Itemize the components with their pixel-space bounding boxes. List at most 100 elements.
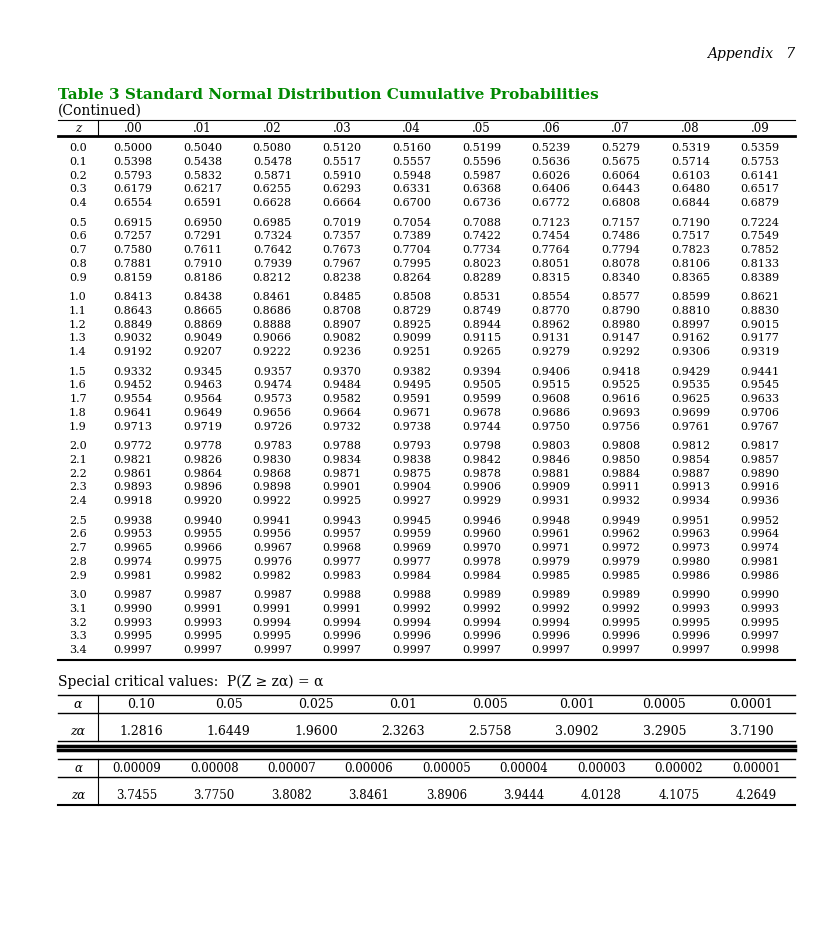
- Text: 0.9996: 0.9996: [671, 631, 710, 642]
- Text: 0.9992: 0.9992: [531, 603, 571, 614]
- Text: 0.9515: 0.9515: [531, 380, 571, 390]
- Text: 0.9854: 0.9854: [671, 455, 710, 465]
- Text: 0.8830: 0.8830: [741, 305, 780, 316]
- Text: 0.8438: 0.8438: [183, 292, 222, 302]
- Text: 0.9993: 0.9993: [183, 617, 222, 628]
- Text: 0.9949: 0.9949: [601, 516, 640, 526]
- Text: 0.8389: 0.8389: [741, 273, 780, 283]
- Text: 0.9868: 0.9868: [253, 469, 292, 478]
- Text: 0.5160: 0.5160: [392, 143, 431, 153]
- Text: 0.9997: 0.9997: [671, 645, 710, 655]
- Text: 0.9996: 0.9996: [392, 631, 431, 642]
- Text: 0.9980: 0.9980: [671, 557, 710, 567]
- Text: 0.5871: 0.5871: [253, 171, 292, 180]
- Text: 0.9981: 0.9981: [113, 571, 153, 581]
- Text: 0.6736: 0.6736: [462, 198, 501, 208]
- Text: .06: .06: [542, 121, 560, 134]
- Text: 0.8888: 0.8888: [253, 319, 292, 330]
- Text: 3.0: 3.0: [69, 590, 87, 600]
- Text: 0.9032: 0.9032: [113, 333, 153, 344]
- Text: 0.9850: 0.9850: [601, 455, 640, 465]
- Text: 0.8770: 0.8770: [532, 305, 571, 316]
- Text: .09: .09: [751, 121, 770, 134]
- Text: 0.9916: 0.9916: [741, 482, 780, 492]
- Text: 0.9997: 0.9997: [322, 645, 362, 655]
- Text: 0.9995: 0.9995: [741, 617, 780, 628]
- Text: 0.9992: 0.9992: [462, 603, 501, 614]
- Text: 0.5753: 0.5753: [741, 157, 780, 167]
- Text: 0.00002: 0.00002: [654, 761, 703, 774]
- Text: 0.9564: 0.9564: [183, 394, 222, 404]
- Text: 0.7673: 0.7673: [322, 245, 362, 255]
- Text: 0.9996: 0.9996: [531, 631, 571, 642]
- Text: 0.9953: 0.9953: [113, 530, 153, 539]
- Text: 0.5279: 0.5279: [601, 143, 640, 153]
- Text: 0.9279: 0.9279: [532, 347, 571, 357]
- Text: 3.8906: 3.8906: [426, 788, 467, 801]
- Text: 0.9970: 0.9970: [462, 543, 501, 553]
- Text: 0.9761: 0.9761: [671, 421, 710, 432]
- Text: 0.9932: 0.9932: [601, 496, 640, 506]
- Text: 0.7357: 0.7357: [322, 232, 362, 241]
- Text: 3.4: 3.4: [69, 645, 87, 655]
- Text: 0.5359: 0.5359: [741, 143, 780, 153]
- Text: 0.6664: 0.6664: [322, 198, 362, 208]
- Text: 0.9115: 0.9115: [462, 333, 501, 344]
- Text: 0.7852: 0.7852: [741, 245, 780, 255]
- Text: 0.9495: 0.9495: [392, 380, 431, 390]
- Text: 0.9463: 0.9463: [183, 380, 222, 390]
- Text: 0.9976: 0.9976: [253, 557, 292, 567]
- Text: 0.6179: 0.6179: [113, 184, 152, 194]
- Text: 0.6255: 0.6255: [253, 184, 292, 194]
- Text: 0.5832: 0.5832: [183, 171, 222, 180]
- Text: 0.7257: 0.7257: [113, 232, 152, 241]
- Text: 3.8082: 3.8082: [271, 788, 312, 801]
- Text: 0.6331: 0.6331: [392, 184, 431, 194]
- Text: 0.8980: 0.8980: [601, 319, 640, 330]
- Text: α: α: [74, 761, 82, 774]
- Text: 0.9951: 0.9951: [671, 516, 710, 526]
- Text: 0.6064: 0.6064: [601, 171, 640, 180]
- Text: 0.5438: 0.5438: [183, 157, 222, 167]
- Text: 0.5120: 0.5120: [322, 143, 362, 153]
- Text: 0.9625: 0.9625: [671, 394, 710, 404]
- Text: 0.9945: 0.9945: [392, 516, 431, 526]
- Text: 0.9525: 0.9525: [601, 380, 640, 390]
- Text: 4.1075: 4.1075: [658, 788, 700, 801]
- Text: 0.9732: 0.9732: [322, 421, 362, 432]
- Text: 0.7910: 0.7910: [183, 259, 222, 269]
- Text: 0.5199: 0.5199: [462, 143, 501, 153]
- Text: 0.9982: 0.9982: [183, 571, 222, 581]
- Text: 0.9994: 0.9994: [531, 617, 571, 628]
- Text: 0.9864: 0.9864: [183, 469, 222, 478]
- Text: 0.9788: 0.9788: [322, 441, 362, 451]
- Text: 0.5478: 0.5478: [253, 157, 292, 167]
- Text: 0.005: 0.005: [472, 698, 508, 711]
- Text: 0.9946: 0.9946: [462, 516, 501, 526]
- Text: 4.2649: 4.2649: [736, 788, 776, 801]
- Text: 0.00003: 0.00003: [577, 761, 626, 774]
- Text: 0.9913: 0.9913: [671, 482, 710, 492]
- Text: 0.9812: 0.9812: [671, 441, 710, 451]
- Text: 1.6: 1.6: [69, 380, 87, 390]
- Text: 0.9909: 0.9909: [531, 482, 571, 492]
- Text: 1.4: 1.4: [69, 347, 87, 357]
- Text: 0.9738: 0.9738: [392, 421, 431, 432]
- Text: 0.6103: 0.6103: [671, 171, 710, 180]
- Text: 0.7454: 0.7454: [532, 232, 571, 241]
- Text: 0.5: 0.5: [69, 218, 87, 228]
- Text: 0.8686: 0.8686: [253, 305, 292, 316]
- Text: 4.0128: 4.0128: [581, 788, 622, 801]
- Text: 0.6368: 0.6368: [462, 184, 501, 194]
- Text: 0.8531: 0.8531: [462, 292, 501, 302]
- Text: 0.8: 0.8: [69, 259, 87, 269]
- Text: 0.7823: 0.7823: [671, 245, 710, 255]
- Text: 0.9952: 0.9952: [741, 516, 780, 526]
- Text: 0.8749: 0.8749: [462, 305, 501, 316]
- Text: 0.9971: 0.9971: [532, 543, 571, 553]
- Text: 0.9966: 0.9966: [183, 543, 222, 553]
- Text: 0.6628: 0.6628: [253, 198, 292, 208]
- Text: 0.0: 0.0: [69, 143, 87, 153]
- Text: 0.9656: 0.9656: [253, 408, 292, 417]
- Text: 2.3263: 2.3263: [381, 725, 425, 738]
